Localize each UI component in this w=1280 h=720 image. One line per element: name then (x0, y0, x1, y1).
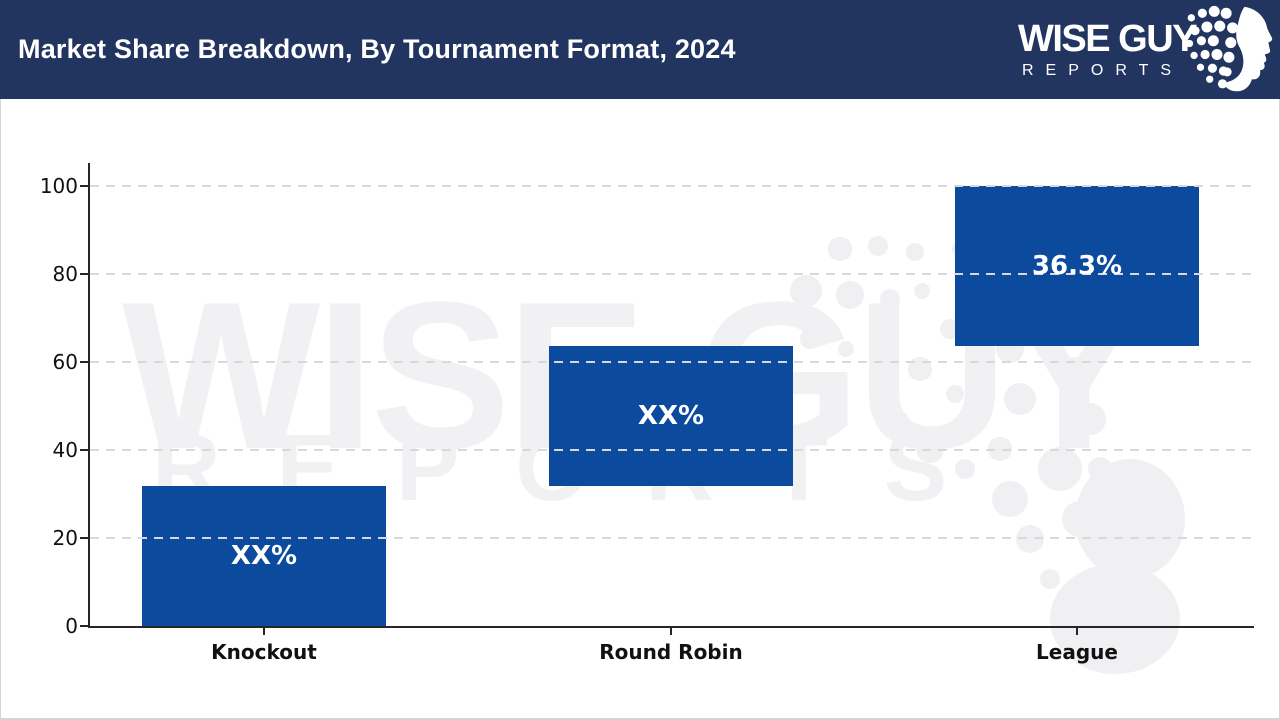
header-bar: Market Share Breakdown, By Tournament Fo… (0, 0, 1280, 99)
y-tick-label: 40 (52, 438, 78, 462)
y-tick-mark (80, 361, 88, 363)
y-gridline (90, 361, 1254, 363)
bar-round-robin (549, 345, 793, 486)
bar-value-label: XX% (637, 400, 705, 431)
y-tick-label: 60 (52, 350, 78, 374)
logo-wordmark-main: WISE GUY (1017, 17, 1198, 60)
logo-face-icon (1185, 5, 1273, 92)
y-gridline (90, 273, 1254, 275)
y-tick-label: 0 (65, 614, 78, 638)
y-axis-line (88, 163, 90, 628)
x-axis-line (88, 626, 1254, 628)
chart-title: Market Share Breakdown, By Tournament Fo… (18, 34, 736, 64)
y-tick-mark (80, 449, 88, 451)
x-tick-mark (1076, 628, 1078, 635)
bar-knockout (142, 485, 386, 626)
y-tick-label: 80 (52, 262, 78, 286)
bar-value-label: XX% (230, 540, 298, 571)
y-tick-mark (80, 273, 88, 275)
plot: 0 20 40 60 80 100 XX% Knockout XX% Round Robin 36.… (0, 99, 1280, 720)
wise-guy-logo: WISE GUY REPORTS (1018, 5, 1274, 93)
y-tick-mark (80, 537, 88, 539)
x-category-label: League (1036, 640, 1118, 664)
logo-wordmark-sub: REPORTS (1021, 61, 1184, 79)
y-tick-mark (80, 625, 88, 627)
x-category-label: Round Robin (599, 640, 743, 664)
y-gridline (90, 185, 1254, 187)
x-tick-mark (670, 628, 672, 635)
y-tick-label: 20 (52, 526, 78, 550)
y-gridline (90, 449, 1254, 451)
watermark-face-dots-icon (790, 236, 1185, 674)
x-tick-mark (263, 628, 265, 635)
bar-league (955, 186, 1199, 346)
y-tick-mark (80, 185, 88, 187)
logo-wordmark: WISE GUY REPORTS (1017, 17, 1198, 79)
y-gridline (90, 537, 1254, 539)
x-category-label: Knockout (211, 640, 317, 664)
y-tick-label: 100 (39, 174, 78, 198)
bar-value-label: 36.3% (1031, 250, 1123, 281)
